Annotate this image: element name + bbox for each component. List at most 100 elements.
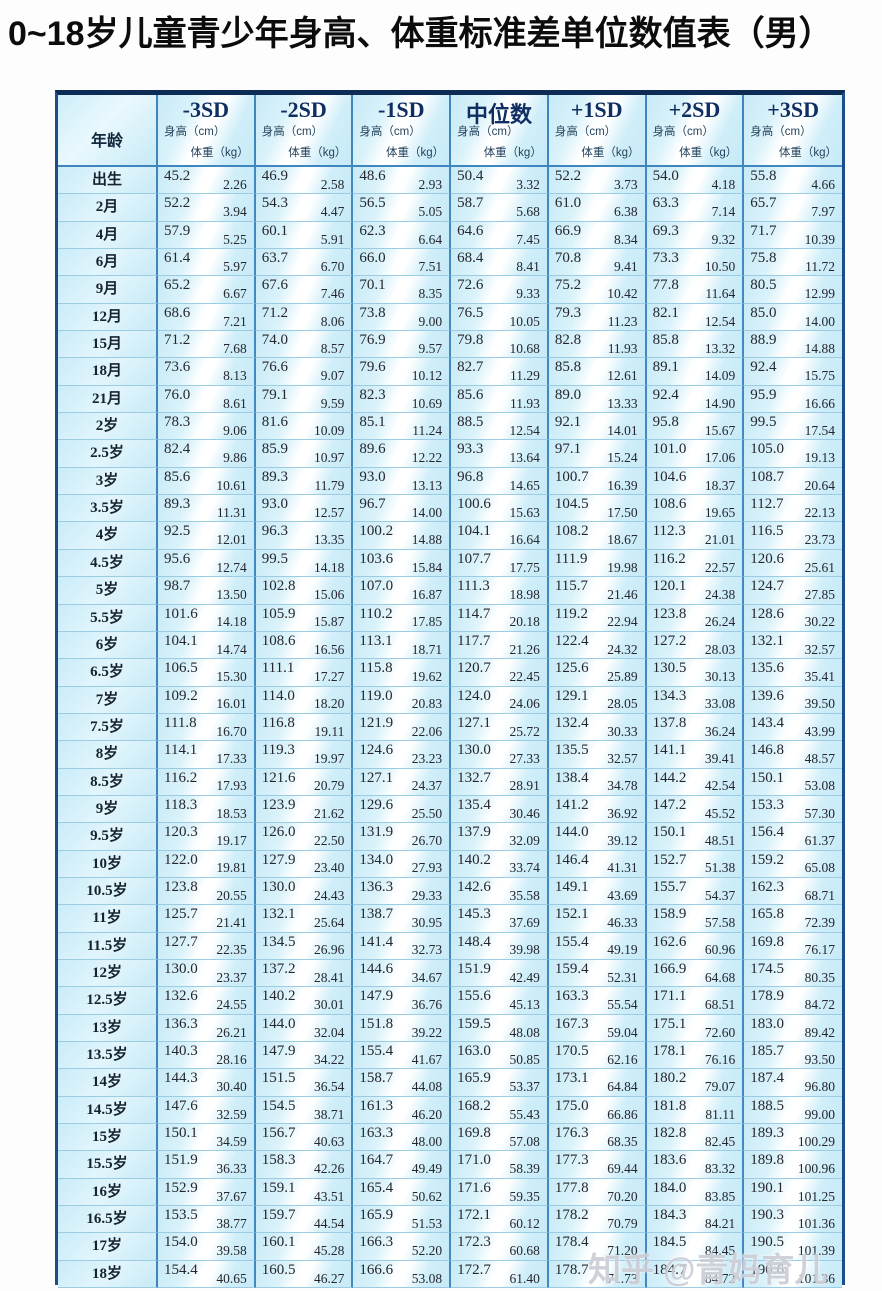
age-cell: 9岁: [58, 795, 158, 824]
data-cell: 147.2 45.52: [646, 795, 745, 824]
data-cell: 159.7 44.54: [255, 1206, 354, 1234]
sd-column-label: +3SD: [767, 97, 819, 122]
age-cell: 2月: [58, 194, 158, 222]
weight-value: 22.50: [314, 833, 345, 849]
data-cell: 178.7 71.73: [548, 1260, 647, 1289]
weight-value: 49.49: [411, 1161, 443, 1177]
weight-value: 17.85: [411, 614, 443, 630]
height-value: 166.3: [359, 1234, 394, 1251]
height-value: 177.3: [554, 1152, 589, 1169]
data-cell: 138.4 34.78: [548, 768, 647, 796]
header-sd-cell: +1SD 身高（cm） 体重（kg）: [548, 95, 647, 165]
height-value: 120.3: [164, 824, 198, 841]
data-cell: 151.9 42.49: [451, 959, 549, 988]
data-cell: 136.3 29.33: [353, 877, 452, 906]
weight-value: 10.68: [509, 340, 540, 356]
height-value: 190.1: [750, 1179, 785, 1196]
data-cell: 98.7 13.50: [158, 577, 256, 605]
height-value: 170.5: [554, 1043, 589, 1059]
height-unit-label: 身高（cm）: [652, 126, 714, 138]
data-cell: 105.0 19.13: [744, 440, 842, 468]
age-cell: 6.5岁: [58, 659, 158, 687]
data-cell: 75.8 11.72: [744, 249, 842, 277]
data-cell: 108.7 20.64: [744, 467, 842, 496]
weight-unit-label: 体重（kg）: [778, 147, 837, 159]
data-cell: 45.2 2.26: [158, 167, 256, 195]
data-cell: 111.3 18.98: [451, 577, 549, 605]
weight-value: 11.79: [314, 477, 345, 493]
data-cell: 121.9 22.06: [353, 713, 452, 742]
weight-unit-label: 体重（kg）: [679, 147, 738, 159]
height-value: 113.1: [359, 632, 393, 649]
data-cell: 64.6 7.45: [451, 221, 549, 250]
weight-value: 43.99: [804, 723, 835, 739]
weight-value: 43.69: [607, 887, 638, 903]
weight-value: 84.21: [704, 1215, 736, 1231]
data-cell: 89.1 14.09: [646, 358, 745, 386]
data-cell: 117.7 21.26: [451, 631, 549, 660]
weight-value: 3.73: [613, 176, 638, 192]
weight-value: 22.57: [704, 559, 736, 575]
data-cell: 141.2 36.92: [548, 795, 647, 824]
data-cell: 134.5 26.96: [255, 932, 354, 960]
height-value: 85.9: [261, 441, 288, 458]
weight-value: 23.37: [216, 969, 247, 985]
data-cell: 120.3 19.17: [158, 823, 256, 851]
weight-value: 9.32: [711, 231, 736, 247]
height-value: 148.4: [457, 933, 491, 950]
height-value: 73.6: [164, 359, 191, 376]
weight-value: 10.09: [314, 422, 345, 438]
data-cell: 166.3 52.20: [353, 1233, 452, 1261]
height-value: 99.5: [750, 414, 777, 431]
data-cell: 148.4 39.98: [451, 932, 549, 960]
weight-value: 32.57: [804, 641, 835, 657]
height-value: 82.7: [457, 359, 484, 376]
weight-value: 4.47: [320, 204, 345, 220]
data-cell: 165.9 53.37: [451, 1069, 549, 1097]
weight-value: 24.32: [607, 641, 638, 657]
data-cell: 163.3 48.00: [353, 1124, 452, 1152]
weight-value: 28.03: [704, 641, 736, 657]
data-cell: 159.1 43.51: [255, 1178, 354, 1207]
height-value: 76.5: [457, 304, 484, 321]
data-cell: 185.7 93.50: [744, 1042, 842, 1070]
age-cell: 7岁: [58, 686, 158, 714]
weight-value: 18.53: [216, 805, 247, 821]
weight-value: 28.05: [607, 696, 638, 712]
weight-value: 13.33: [607, 395, 638, 411]
data-cell: 71.2 7.68: [158, 331, 256, 359]
height-value: 71.2: [261, 304, 288, 321]
weight-value: 18.37: [704, 477, 736, 493]
height-value: 175.0: [554, 1097, 589, 1114]
height-value: 89.3: [164, 496, 191, 513]
header-sd-cell: +2SD 身高（cm） 体重（kg）: [646, 95, 745, 165]
data-cell: 92.4 15.75: [744, 358, 842, 386]
weight-value: 16.39: [607, 477, 638, 493]
weight-value: 8.61: [223, 395, 247, 411]
height-value: 145.3: [457, 906, 491, 923]
height-value: 103.6: [359, 550, 394, 567]
data-cell: 78.3 9.06: [158, 413, 256, 441]
header-sd-cell: 中位数 身高（cm） 体重（kg）: [451, 95, 549, 165]
weight-value: 25.61: [804, 559, 835, 575]
data-cell: 52.2 3.94: [158, 194, 256, 222]
header-sd-cell: +3SD 身高（cm） 体重（kg）: [744, 95, 842, 165]
sd-column-label: -3SD: [182, 97, 230, 122]
data-cell: 155.4 49.19: [548, 932, 647, 960]
data-cell: 76.9 9.57: [353, 331, 452, 359]
data-cell: 126.0 22.50: [255, 823, 354, 851]
data-cell: 140.2 30.01: [255, 987, 354, 1015]
weight-value: 48.08: [509, 1024, 540, 1040]
height-value: 149.1: [554, 878, 589, 895]
weight-value: 14.90: [704, 395, 736, 411]
data-cell: 89.6 12.22: [353, 440, 452, 468]
height-value: 189.3: [750, 1125, 785, 1142]
height-value: 105.0: [750, 441, 785, 458]
data-cell: 178.2 70.79: [548, 1206, 647, 1234]
height-value: 143.4: [750, 714, 785, 731]
weight-value: 6.38: [613, 204, 638, 220]
height-value: 140.2: [457, 851, 491, 868]
data-cell: 68.6 7.21: [158, 303, 256, 332]
height-value: 95.6: [164, 550, 191, 567]
height-value: 89.3: [261, 468, 288, 485]
